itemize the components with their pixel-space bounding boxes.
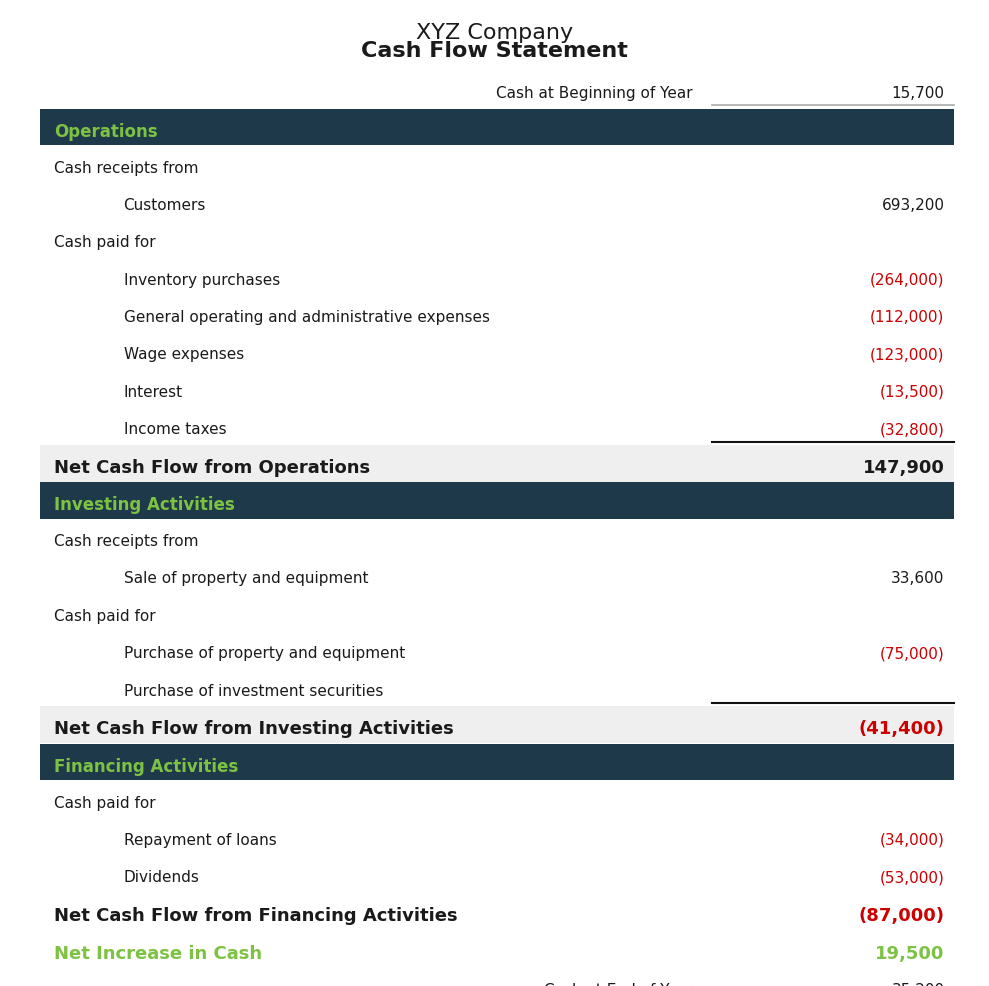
Text: (41,400): (41,400) <box>858 720 944 738</box>
Bar <box>40 483 954 520</box>
Text: Cash paid for: Cash paid for <box>54 235 156 250</box>
Text: 147,900: 147,900 <box>862 458 944 476</box>
Bar <box>40 744 954 781</box>
Text: Customers: Customers <box>124 198 206 213</box>
Text: Net Cash Flow from Operations: Net Cash Flow from Operations <box>54 458 371 476</box>
Text: Cash receipts from: Cash receipts from <box>54 161 199 176</box>
Text: Cash paid for: Cash paid for <box>54 795 156 810</box>
Text: (32,800): (32,800) <box>879 422 944 437</box>
Text: (87,000): (87,000) <box>858 906 944 924</box>
Text: (75,000): (75,000) <box>880 646 944 661</box>
Bar <box>40 931 954 967</box>
Text: 693,200: 693,200 <box>881 198 944 213</box>
Text: Cash paid for: Cash paid for <box>54 608 156 623</box>
Text: Investing Activities: Investing Activities <box>54 496 235 514</box>
Bar <box>593 968 954 986</box>
Text: (112,000): (112,000) <box>870 310 944 324</box>
Text: 19,500: 19,500 <box>875 944 944 961</box>
Text: XYZ Company: XYZ Company <box>416 23 573 42</box>
Text: Net Increase in Cash: Net Increase in Cash <box>54 944 262 961</box>
Text: General operating and administrative expenses: General operating and administrative exp… <box>124 310 490 324</box>
Text: Repayment of loans: Repayment of loans <box>124 832 276 847</box>
Text: Purchase of investment securities: Purchase of investment securities <box>124 683 383 698</box>
Text: Inventory purchases: Inventory purchases <box>124 272 280 287</box>
Text: Interest: Interest <box>124 385 183 399</box>
Text: 35,200: 35,200 <box>891 982 944 986</box>
Text: Cash at Beginning of Year: Cash at Beginning of Year <box>495 86 692 101</box>
Text: Net Cash Flow from Financing Activities: Net Cash Flow from Financing Activities <box>54 906 458 924</box>
Text: Financing Activities: Financing Activities <box>54 757 238 775</box>
Bar <box>40 109 954 146</box>
Text: (13,500): (13,500) <box>879 385 944 399</box>
Text: (34,000): (34,000) <box>879 832 944 847</box>
Text: 15,700: 15,700 <box>891 86 944 101</box>
Text: Operations: Operations <box>54 122 158 141</box>
Text: (123,000): (123,000) <box>870 347 944 362</box>
Text: Cash Flow Statement: Cash Flow Statement <box>361 40 628 60</box>
Text: (264,000): (264,000) <box>870 272 944 287</box>
Text: Sale of property and equipment: Sale of property and equipment <box>124 571 368 586</box>
Text: 33,600: 33,600 <box>891 571 944 586</box>
Text: Wage expenses: Wage expenses <box>124 347 244 362</box>
Text: Net Cash Flow from Investing Activities: Net Cash Flow from Investing Activities <box>54 720 454 738</box>
Bar <box>40 707 954 743</box>
Text: (53,000): (53,000) <box>879 870 944 884</box>
Text: Purchase of property and equipment: Purchase of property and equipment <box>124 646 405 661</box>
Bar <box>40 893 954 930</box>
Text: Income taxes: Income taxes <box>124 422 226 437</box>
Text: Cash receipts from: Cash receipts from <box>54 533 199 548</box>
Text: Dividends: Dividends <box>124 870 200 884</box>
Text: Cash at End of Year: Cash at End of Year <box>544 982 692 986</box>
Bar <box>40 446 954 482</box>
